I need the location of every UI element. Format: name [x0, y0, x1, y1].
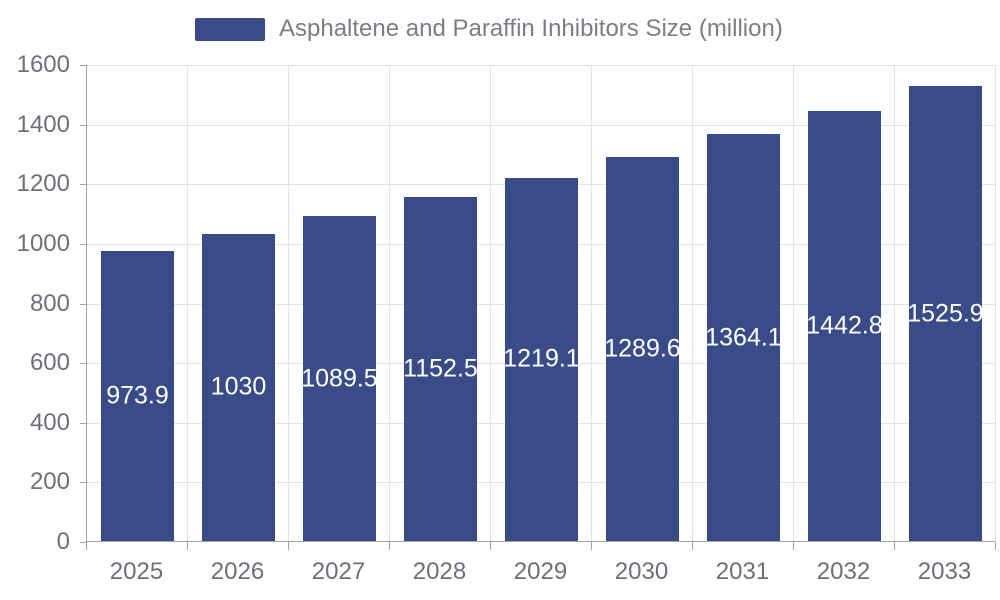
x-gridline	[995, 65, 996, 541]
legend[interactable]: Asphaltene and Paraffin Inhibitors Size …	[195, 15, 783, 43]
bar-2030[interactable]: 1289.6	[604, 156, 681, 541]
y-gridline	[87, 124, 995, 126]
x-gridline	[389, 65, 390, 541]
y-axis-tick-label: 1400	[16, 110, 70, 138]
x-gridline	[894, 65, 895, 541]
y-axis-tick	[80, 65, 86, 66]
bar-2029[interactable]: 1219.1	[503, 177, 580, 541]
y-axis-tick	[80, 422, 86, 424]
y-axis-tick-label: 1200	[16, 170, 70, 198]
bar-value-label: 973.9	[106, 381, 169, 410]
x-axis-tick	[995, 542, 996, 550]
bar-value-label: 1289.6	[604, 334, 681, 363]
x-axis-tick	[793, 542, 794, 550]
x-axis-tick-label: 2032	[816, 558, 871, 585]
bar-value-label: 1364.1	[705, 323, 782, 352]
bar-2033[interactable]: 1525.9	[907, 86, 984, 541]
x-axis-tick-label: 2025	[109, 558, 164, 585]
y-axis-tick	[80, 542, 86, 543]
bar-2032[interactable]: 1442.8	[806, 110, 883, 541]
y-axis-tick	[80, 184, 86, 186]
x-axis-tick-label: 2031	[715, 558, 770, 585]
x-axis-tick-label: 2027	[311, 558, 366, 585]
y-axis-tick-label: 600	[29, 349, 70, 377]
x-gridline	[490, 65, 491, 541]
y-axis-tick-label: 400	[29, 408, 70, 436]
bar-2028[interactable]: 1152.5	[403, 197, 478, 541]
x-axis-tick	[894, 542, 895, 550]
x-axis-tick-label: 2026	[210, 558, 265, 585]
y-axis-tick	[80, 243, 86, 245]
x-axis-tick-label: 2029	[513, 558, 568, 585]
legend-swatch	[195, 17, 265, 41]
bar-2027[interactable]: 1089.5	[301, 216, 378, 541]
x-axis-tick	[591, 542, 592, 550]
y-gridline	[87, 65, 995, 66]
bar-2026[interactable]: 1030	[202, 233, 275, 541]
x-axis-tick	[490, 542, 491, 550]
x-gridline	[793, 65, 794, 541]
x-axis-tick	[288, 542, 289, 550]
x-axis-tick	[187, 542, 188, 550]
x-axis-tick-label: 2028	[412, 558, 467, 585]
bar-value-label: 1525.9	[907, 299, 984, 328]
legend-label: Asphaltene and Paraffin Inhibitors Size …	[279, 15, 783, 42]
y-axis-tick	[80, 124, 86, 126]
x-axis-tick	[692, 542, 693, 550]
x-axis-tick	[86, 542, 87, 550]
bar-2031[interactable]: 1364.1	[705, 134, 782, 541]
bar-value-label: 1089.5	[301, 364, 378, 393]
y-axis-tick	[80, 303, 86, 305]
x-gridline	[288, 65, 289, 541]
y-axis-tick-label: 1000	[16, 229, 70, 257]
y-axis-tick-label: 200	[29, 468, 70, 496]
y-axis-tick-label: 0	[56, 528, 70, 555]
bar-value-label: 1152.5	[403, 354, 478, 383]
bar-value-label: 1030	[210, 372, 267, 401]
bar-value-label: 1219.1	[503, 344, 580, 373]
bar-value-label: 1442.8	[806, 311, 883, 340]
x-gridline	[187, 65, 188, 541]
bar-2025[interactable]: 973.9	[101, 250, 174, 541]
y-axis-tick	[80, 482, 86, 484]
x-gridline	[692, 65, 693, 541]
x-gridline	[591, 65, 592, 541]
y-axis-tick	[80, 363, 86, 365]
x-axis-tick-label: 2030	[614, 558, 669, 585]
y-axis-tick-label: 800	[29, 289, 70, 317]
y-axis-tick-label: 1600	[16, 51, 70, 78]
x-axis-tick-label: 2033	[917, 558, 972, 585]
plot-area: 973.9 1030 1089.5 1152.5 1219.1 1289.6 1364.1 1…	[86, 65, 996, 542]
x-axis-tick	[389, 542, 390, 550]
